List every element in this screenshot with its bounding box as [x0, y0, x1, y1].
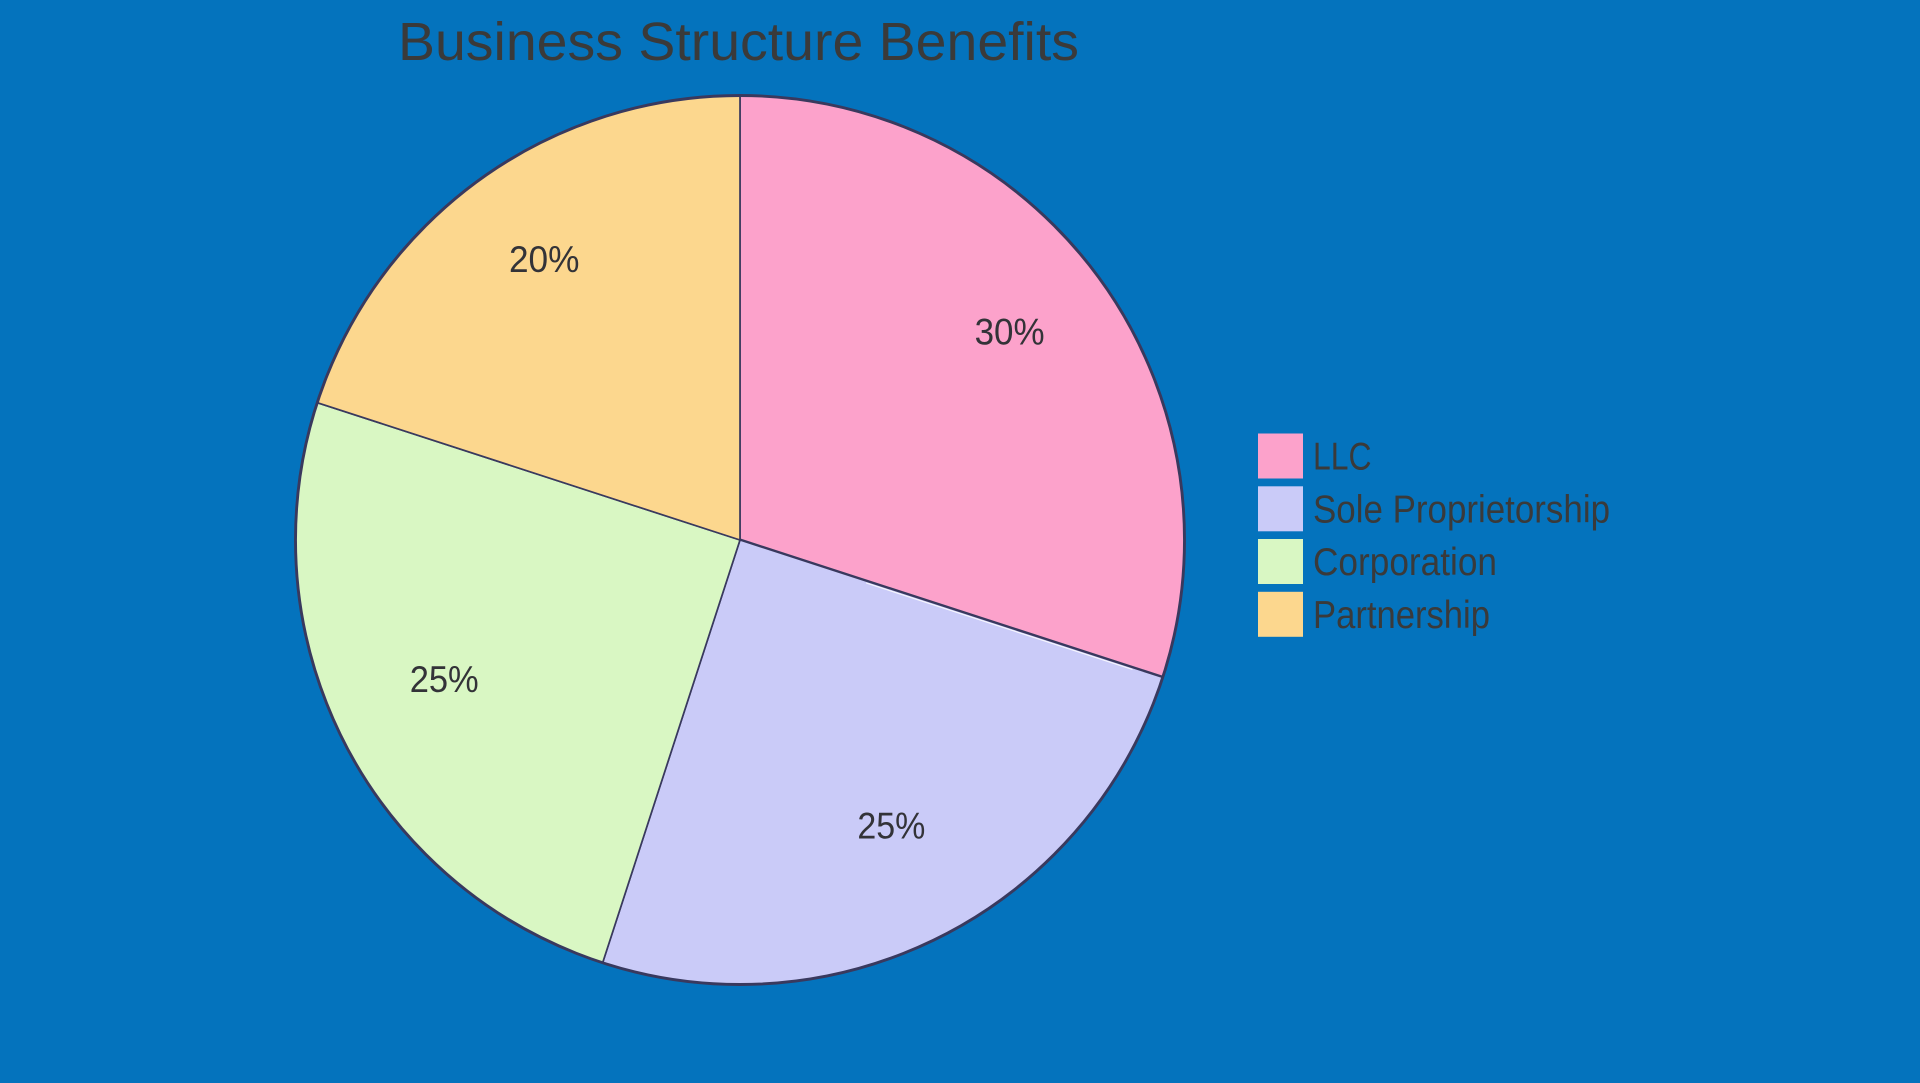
svg-text:25%: 25% [410, 658, 479, 700]
svg-text:LLC: LLC [1313, 436, 1372, 479]
svg-text:Corporation: Corporation [1313, 541, 1497, 584]
svg-text:Business Structure Benefits: Business Structure Benefits [398, 13, 1079, 72]
svg-text:20%: 20% [509, 238, 580, 280]
svg-text:30%: 30% [975, 311, 1045, 353]
svg-text:Partnership: Partnership [1313, 594, 1490, 637]
svg-text:Sole Proprietorship: Sole Proprietorship [1313, 488, 1610, 531]
svg-text:25%: 25% [857, 805, 925, 847]
